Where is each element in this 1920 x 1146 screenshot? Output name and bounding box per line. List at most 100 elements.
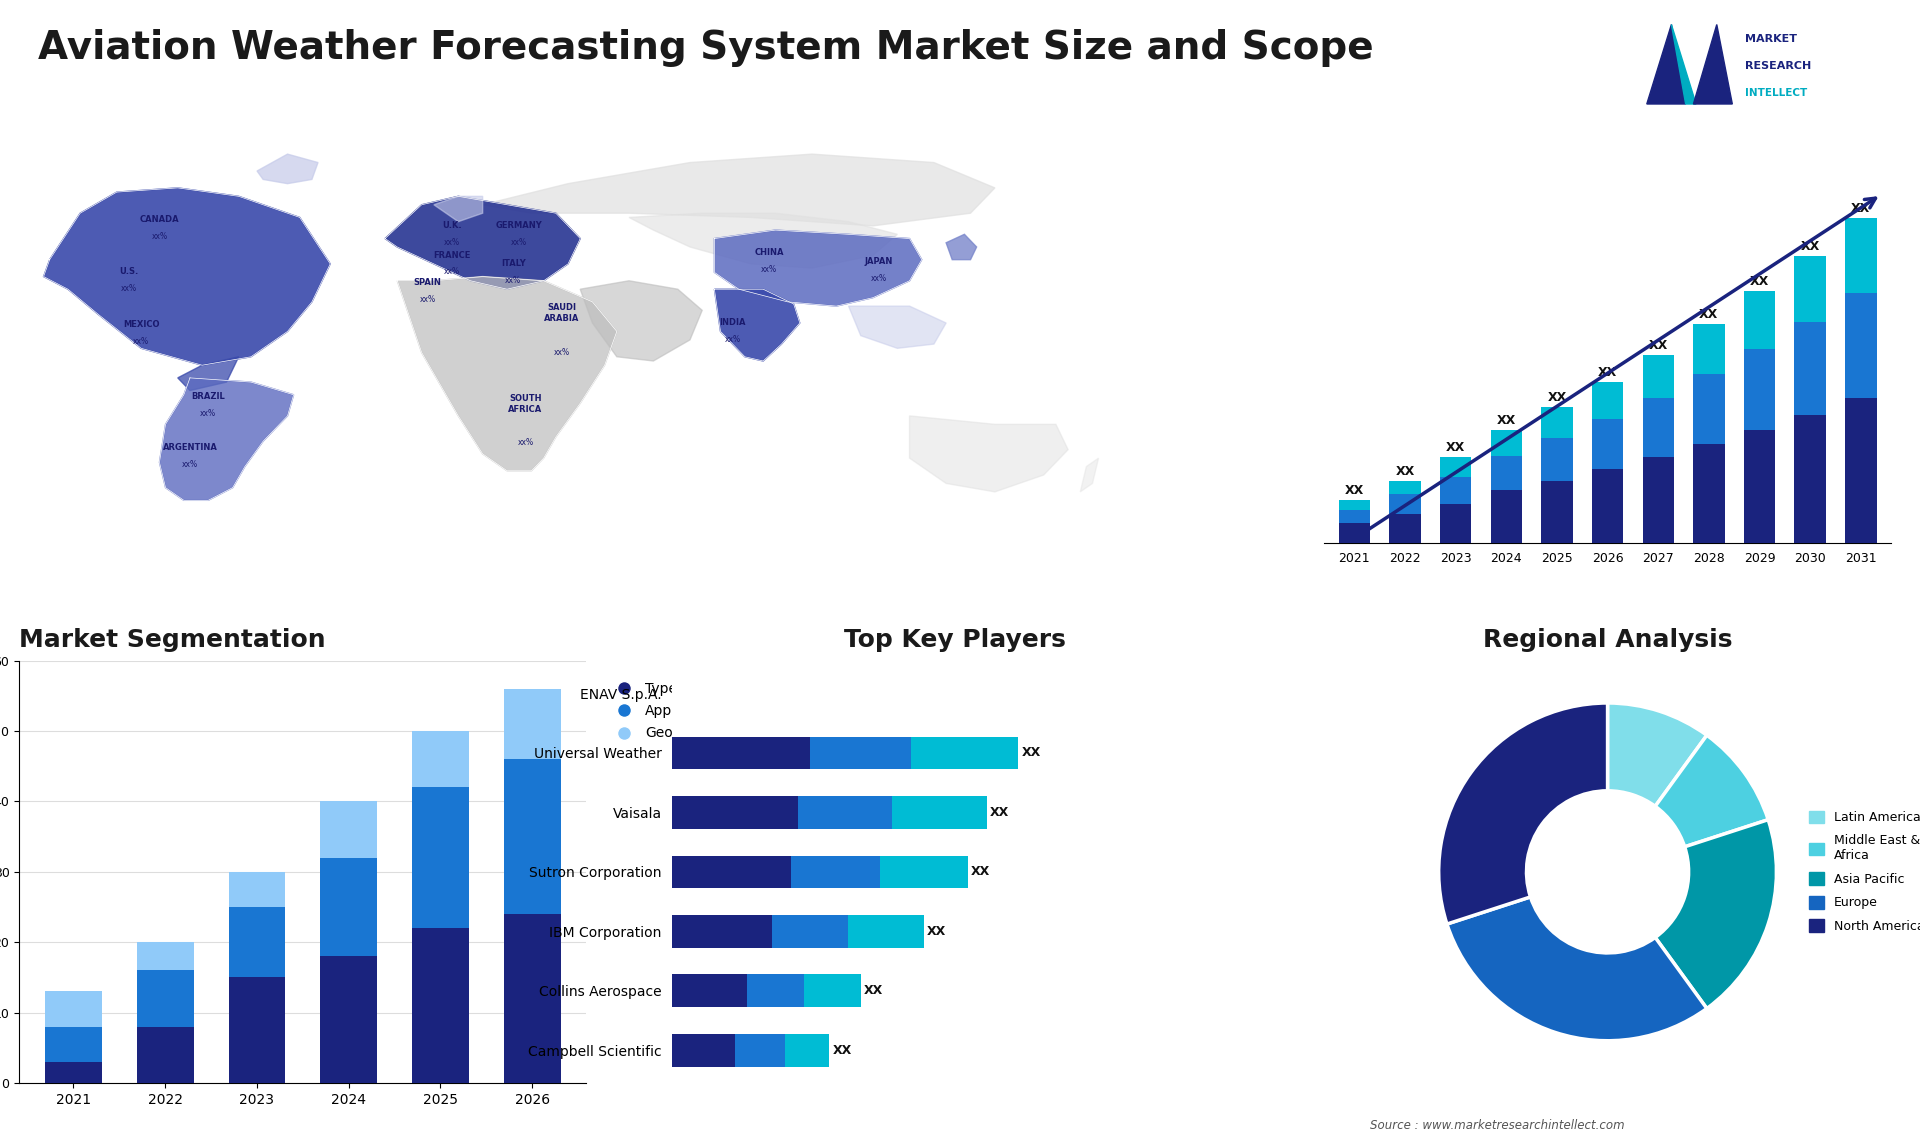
- Bar: [1642, 355, 1674, 398]
- Text: ARGENTINA: ARGENTINA: [163, 442, 217, 452]
- Text: xx%: xx%: [444, 238, 461, 246]
- Polygon shape: [630, 213, 897, 268]
- Bar: [1795, 415, 1826, 542]
- Bar: [1795, 322, 1826, 415]
- Bar: [1642, 457, 1674, 542]
- Bar: [413, 731, 468, 787]
- Text: XX: XX: [972, 865, 991, 878]
- Bar: [44, 1062, 102, 1083]
- Text: XX: XX: [864, 984, 883, 997]
- Text: XX: XX: [1446, 441, 1465, 454]
- Legend: Type, Application, Geography: Type, Application, Geography: [605, 676, 728, 746]
- Bar: [1542, 438, 1572, 480]
- Text: CHINA: CHINA: [755, 249, 783, 258]
- Polygon shape: [44, 188, 330, 366]
- Text: XX: XX: [927, 925, 947, 937]
- Bar: [1693, 324, 1724, 375]
- Bar: [1592, 382, 1622, 418]
- Bar: [413, 787, 468, 928]
- Text: xx%: xx%: [553, 347, 570, 356]
- Text: RESEARCH: RESEARCH: [1745, 61, 1812, 71]
- Bar: [1338, 510, 1371, 524]
- Text: SAUDI
ARABIA: SAUDI ARABIA: [543, 304, 580, 323]
- Bar: [44, 1027, 102, 1062]
- Bar: [136, 1027, 194, 1083]
- Bar: [1743, 350, 1776, 431]
- Bar: [1338, 500, 1371, 510]
- Text: XX: XX: [1021, 746, 1041, 760]
- Text: xx%: xx%: [121, 284, 136, 293]
- Bar: [1592, 418, 1622, 469]
- Polygon shape: [947, 234, 977, 260]
- Bar: [136, 971, 194, 1027]
- Text: BRAZIL: BRAZIL: [192, 392, 225, 401]
- Bar: [893, 796, 987, 829]
- Wedge shape: [1448, 897, 1707, 1041]
- Text: XX: XX: [1597, 366, 1617, 379]
- Text: XX: XX: [1396, 464, 1415, 478]
- Text: xx%: xx%: [516, 439, 534, 447]
- Bar: [672, 1034, 735, 1067]
- Bar: [503, 915, 561, 1083]
- Bar: [1542, 407, 1572, 438]
- Text: XX: XX: [1801, 241, 1820, 253]
- Polygon shape: [386, 196, 580, 289]
- Bar: [1490, 456, 1523, 490]
- Bar: [810, 737, 912, 769]
- Text: SOUTH
AFRICA: SOUTH AFRICA: [509, 394, 543, 414]
- Bar: [672, 915, 772, 948]
- Bar: [1490, 431, 1523, 456]
- Polygon shape: [1647, 24, 1686, 104]
- Wedge shape: [1607, 702, 1707, 807]
- Text: xx%: xx%: [200, 409, 217, 418]
- Text: XX: XX: [1851, 202, 1870, 214]
- Legend: Latin America, Middle East &
Africa, Asia Pacific, Europe, North America: Latin America, Middle East & Africa, Asi…: [1803, 806, 1920, 939]
- Bar: [1440, 504, 1471, 542]
- Bar: [797, 796, 893, 829]
- Text: xx%: xx%: [182, 460, 198, 469]
- Bar: [1390, 494, 1421, 513]
- Text: JAPAN: JAPAN: [864, 257, 893, 266]
- Bar: [672, 796, 797, 829]
- Bar: [672, 974, 747, 1007]
- Text: xx%: xx%: [152, 231, 167, 241]
- Text: xx%: xx%: [505, 276, 520, 285]
- Bar: [413, 928, 468, 1083]
- Text: FRANCE: FRANCE: [434, 251, 470, 259]
- Bar: [1490, 490, 1523, 542]
- Text: CANADA: CANADA: [140, 214, 179, 223]
- Bar: [228, 872, 286, 906]
- Bar: [228, 906, 286, 978]
- Text: xx%: xx%: [511, 238, 528, 246]
- Text: INDIA: INDIA: [720, 319, 747, 327]
- Text: MARKET: MARKET: [1745, 33, 1797, 44]
- Bar: [747, 974, 804, 1007]
- Text: XX: XX: [1496, 415, 1517, 427]
- Polygon shape: [1672, 24, 1695, 104]
- Bar: [1743, 291, 1776, 350]
- Title: Top Key Players: Top Key Players: [845, 628, 1066, 652]
- Title: Regional Analysis: Regional Analysis: [1482, 628, 1732, 652]
- Text: Market Segmentation: Market Segmentation: [19, 628, 326, 652]
- Polygon shape: [1081, 458, 1098, 492]
- Bar: [772, 915, 849, 948]
- Bar: [672, 737, 810, 769]
- Text: XX: XX: [1699, 308, 1718, 321]
- Bar: [1693, 444, 1724, 542]
- Text: xx%: xx%: [420, 295, 436, 304]
- Text: GERMANY: GERMANY: [495, 221, 543, 230]
- Bar: [1338, 524, 1371, 542]
- Wedge shape: [1655, 819, 1776, 1008]
- Polygon shape: [179, 356, 238, 391]
- Bar: [1693, 375, 1724, 444]
- Bar: [879, 856, 968, 888]
- Bar: [44, 991, 102, 1027]
- Text: XX: XX: [831, 1044, 852, 1057]
- Bar: [1845, 218, 1876, 293]
- Text: XX: XX: [1548, 391, 1567, 405]
- Bar: [1440, 477, 1471, 504]
- Bar: [1795, 257, 1826, 322]
- Bar: [321, 956, 376, 1083]
- Bar: [228, 978, 286, 1083]
- Polygon shape: [1693, 24, 1732, 104]
